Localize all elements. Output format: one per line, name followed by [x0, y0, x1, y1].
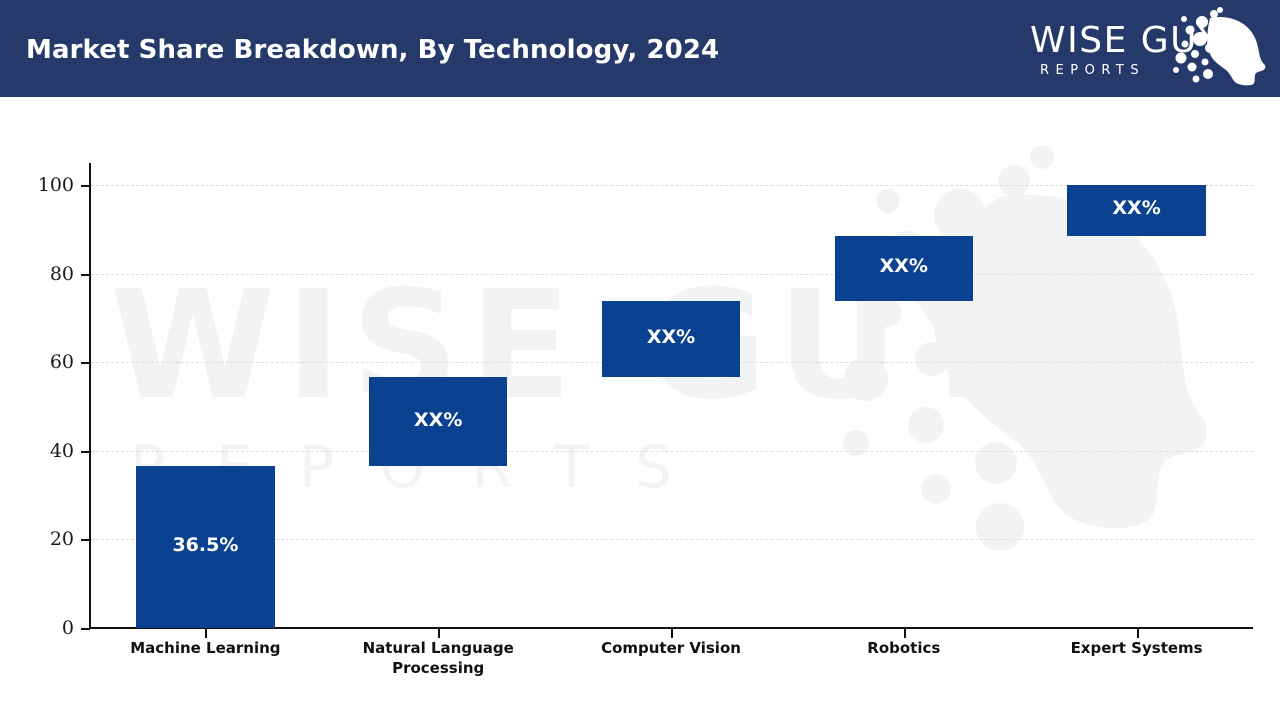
page-title: Market Share Breakdown, By Technology, 2…: [26, 35, 720, 65]
y-tick-label: 60: [49, 351, 74, 374]
bar[interactable]: XX%: [1067, 185, 1206, 236]
x-tick-label: Natural Language Processing: [362, 639, 514, 677]
bar[interactable]: XX%: [368, 376, 508, 467]
x-tick-mark: [903, 629, 906, 638]
gridline: [91, 185, 1253, 186]
y-tick-mark: [81, 628, 90, 630]
bar[interactable]: 36.5%: [136, 466, 275, 628]
plot: 0 20 40 60 80 100 36.5% XX% XX% XX% XX% Machine L…: [0, 97, 1280, 720]
x-tick-mark: [205, 629, 208, 638]
svg-text:REPORTS: REPORTS: [1040, 63, 1145, 78]
bar-value-label: XX%: [414, 408, 463, 431]
x-tick-mark: [438, 629, 441, 638]
x-tick-label: Robotics: [867, 639, 941, 657]
bar-value-label: 36.5%: [172, 534, 239, 557]
y-tick-mark: [81, 273, 90, 276]
bar-value-label: XX%: [646, 325, 696, 348]
x-axis-line: [89, 627, 1253, 629]
bar-value-label: XX%: [879, 255, 928, 278]
x-tick-label: Computer Vision: [601, 639, 741, 657]
y-tick-label: 100: [37, 174, 74, 196]
y-tick-mark: [81, 362, 90, 365]
y-tick-label: 20: [49, 528, 74, 551]
bar[interactable]: XX%: [601, 300, 741, 377]
y-tick-label: 80: [49, 262, 74, 285]
x-tick-mark: [1136, 629, 1139, 638]
y-tick-label: 40: [49, 439, 74, 462]
y-tick-mark: [81, 539, 90, 542]
wise-guy-reports-logo: WISE GUY REPORTS: [1024, 6, 1274, 90]
x-tick-label: Machine Learning: [130, 639, 281, 657]
bar-value-label: XX%: [1112, 197, 1161, 220]
x-tick-label: Expert Systems: [1070, 639, 1203, 657]
gridline: [91, 273, 1253, 275]
gridline: [91, 450, 1253, 452]
gridline: [91, 539, 1253, 541]
y-tick-mark: [81, 450, 90, 453]
y-tick-label: 0: [61, 617, 74, 639]
chart-area: WISE GUY REPORTS: [0, 97, 1280, 720]
y-axis-line: [89, 163, 91, 629]
header-band: Market Share Breakdown, By Technology, 2…: [0, 0, 1280, 97]
bar[interactable]: XX%: [834, 235, 974, 301]
y-tick-mark: [81, 185, 90, 187]
x-tick-mark: [671, 629, 673, 638]
